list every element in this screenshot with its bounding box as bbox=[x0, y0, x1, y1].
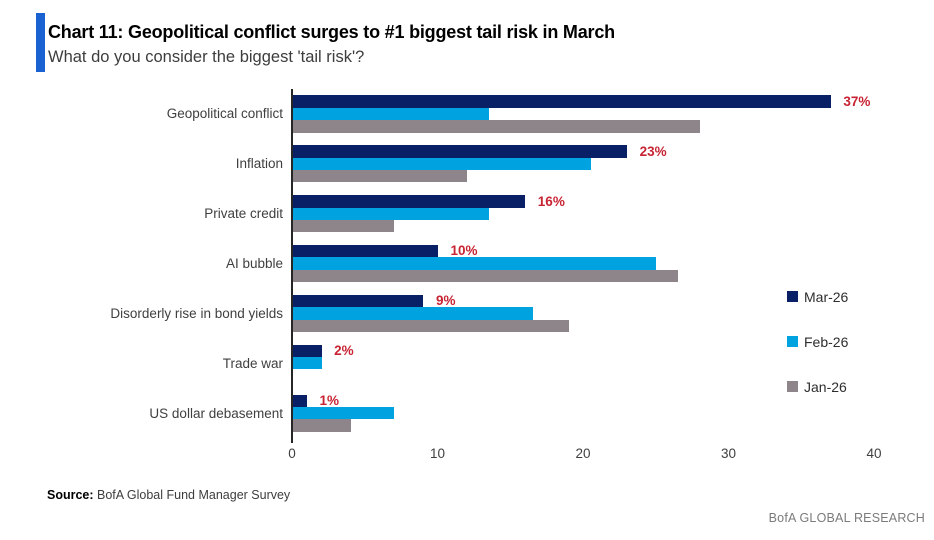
bar-private-credit-mar-26 bbox=[292, 195, 526, 208]
chart-title: Chart 11: Geopolitical conflict surges t… bbox=[48, 22, 615, 42]
bar-geopolitical-conflict-mar-26 bbox=[292, 95, 831, 108]
bar-ai-bubble-mar-26 bbox=[292, 244, 438, 258]
legend-swatch-icon bbox=[787, 336, 798, 347]
category-label-us-dollar-debasement: US dollar debasement bbox=[149, 405, 283, 421]
bar-inflation-feb-26 bbox=[292, 157, 591, 171]
category-label-geopolitical-conflict: Geopolitical conflict bbox=[166, 106, 283, 122]
bar-ai-bubble-feb-26 bbox=[292, 257, 657, 270]
x-tick-40: 40 bbox=[866, 446, 882, 461]
value-label-trade-war: 2% bbox=[334, 343, 354, 359]
value-label-disorderly-rise-in-bond-yields: 9% bbox=[435, 293, 456, 309]
x-tick-30: 30 bbox=[720, 446, 737, 461]
chart-subtitle: What do you consider the biggest 'tail r… bbox=[48, 48, 365, 66]
source-label: Source: bbox=[47, 488, 94, 502]
bar-private-credit-jan-26 bbox=[292, 219, 395, 233]
brand-mark: BofA GLOBAL RESEARCH bbox=[768, 511, 925, 525]
source-line: Source: BofA Global Fund Manager Survey bbox=[47, 488, 290, 502]
bar-trade-war-mar-26 bbox=[292, 344, 322, 358]
x-tick-20: 20 bbox=[575, 446, 591, 461]
bar-us-dollar-debasement-jan-26 bbox=[292, 419, 351, 432]
plot-area: 37% 23% 16% 10% 9% 2% 1% 0 10 20 30 40 bbox=[288, 89, 884, 469]
legend-label: Feb-26 bbox=[804, 333, 849, 350]
source-text: BofA Global Fund Manager Survey bbox=[93, 488, 291, 502]
legend: Mar-26 Feb-26 Jan-26 bbox=[787, 289, 848, 424]
value-label-geopolitical-conflict: 37% bbox=[843, 93, 871, 109]
value-label-inflation: 23% bbox=[639, 143, 667, 159]
value-label-ai-bubble: 10% bbox=[450, 243, 478, 259]
legend-label: Jan-26 bbox=[804, 378, 847, 395]
bar-inflation-mar-26 bbox=[292, 145, 628, 158]
category-axis-labels: Geopolitical conflict Inflation Private cr… bbox=[0, 89, 283, 438]
category-label-disorderly-rise-in-bond-yields: Disorderly rise in bond yields bbox=[110, 305, 283, 321]
category-axis-line bbox=[291, 89, 293, 443]
bar-disorderly-rise-in-bond-yields-mar-26 bbox=[292, 294, 424, 308]
bar-private-credit-feb-26 bbox=[292, 207, 489, 220]
category-label-inflation: Inflation bbox=[235, 156, 283, 172]
category-label-trade-war: Trade war bbox=[222, 355, 283, 371]
x-tick-10: 10 bbox=[429, 446, 446, 461]
legend-label: Mar-26 bbox=[804, 288, 849, 305]
legend-entry-jan-26: Jan-26 bbox=[787, 378, 848, 395]
bar-disorderly-rise-in-bond-yields-jan-26 bbox=[292, 319, 569, 333]
bar-ai-bubble-jan-26 bbox=[292, 269, 679, 283]
bar-inflation-jan-26 bbox=[292, 170, 468, 183]
bar-geopolitical-conflict-jan-26 bbox=[292, 120, 700, 133]
title-accent-bar bbox=[36, 13, 45, 72]
value-label-us-dollar-debasement: 1% bbox=[319, 393, 340, 409]
legend-entry-mar-26: Mar-26 bbox=[787, 288, 849, 305]
legend-swatch-icon bbox=[787, 291, 798, 302]
category-label-private-credit: Private credit bbox=[204, 206, 283, 222]
value-label-private-credit: 16% bbox=[537, 193, 565, 209]
category-label-ai-bubble: AI bubble bbox=[225, 255, 283, 271]
bar-geopolitical-conflict-feb-26 bbox=[292, 107, 489, 121]
legend-entry-feb-26: Feb-26 bbox=[787, 333, 849, 350]
bar-trade-war-feb-26 bbox=[292, 357, 322, 370]
bar-disorderly-rise-in-bond-yields-feb-26 bbox=[292, 307, 533, 320]
bar-us-dollar-debasement-feb-26 bbox=[292, 406, 395, 420]
x-tick-0: 0 bbox=[288, 446, 296, 461]
bar-us-dollar-debasement-mar-26 bbox=[292, 394, 308, 407]
legend-swatch-icon bbox=[787, 381, 798, 392]
